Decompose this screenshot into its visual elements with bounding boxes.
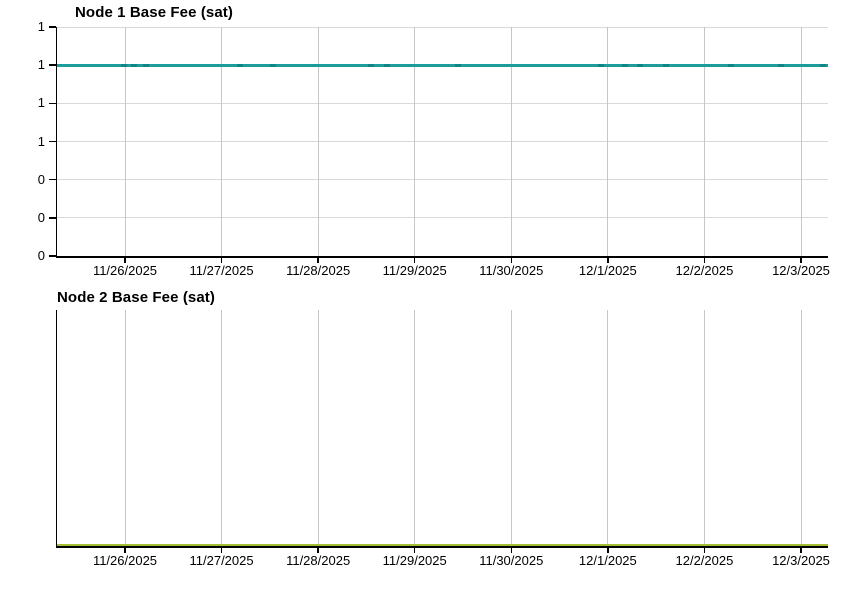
x-tick-label: 12/1/2025 xyxy=(578,553,637,568)
x-tick xyxy=(800,546,802,553)
x-tick-label: 11/27/2025 xyxy=(189,263,254,278)
data-point-mark xyxy=(143,63,149,67)
x-tick xyxy=(703,546,706,553)
x-tick xyxy=(220,256,223,263)
y-tick-label: 1 xyxy=(37,133,45,149)
v-gridline xyxy=(221,310,223,546)
x-tick-label: 11/28/2025 xyxy=(286,553,351,568)
data-point-mark xyxy=(663,63,669,67)
v-gridline xyxy=(510,27,512,256)
v-gridline xyxy=(800,310,802,546)
x-tick-label: 12/2/2025 xyxy=(675,263,734,278)
x-axis xyxy=(55,546,828,548)
y-tick xyxy=(48,217,56,219)
x-tick xyxy=(510,546,513,553)
y-tick-label: 1 xyxy=(37,19,45,34)
v-gridline xyxy=(414,27,416,256)
x-tick-label: 11/26/2025 xyxy=(92,263,158,278)
y-tick xyxy=(48,140,56,143)
x-tick-label: 12/3/2025 xyxy=(772,263,830,278)
y-tick xyxy=(48,102,56,105)
data-point-mark xyxy=(637,63,643,67)
data-point-mark xyxy=(622,63,628,67)
data-line xyxy=(57,543,828,546)
plot-area-node2: 11/26/2025 11/27/2025 11/28/2025 11/29/2025… xyxy=(55,309,830,568)
v-gridline xyxy=(607,310,609,546)
chart-title-node1: Node 1 Base Fee (sat) xyxy=(75,4,233,21)
v-gridline xyxy=(221,27,223,256)
x-tick-label: 11/30/2025 xyxy=(479,263,544,278)
x-tick xyxy=(413,546,416,553)
data-point-mark xyxy=(820,63,826,67)
h-gridline xyxy=(57,141,828,142)
x-axis xyxy=(55,256,828,258)
data-point-mark xyxy=(778,63,784,67)
y-tick-label: 0 xyxy=(37,248,45,263)
v-gridline xyxy=(124,310,126,546)
v-gridline xyxy=(317,310,319,546)
x-tick xyxy=(800,256,802,263)
v-gridline xyxy=(800,27,802,256)
h-gridline xyxy=(57,102,828,104)
y-tick-label: 1 xyxy=(37,95,45,111)
h-gridline xyxy=(57,26,828,28)
data-point-mark xyxy=(121,63,127,67)
x-tick xyxy=(607,546,609,553)
x-tick-label: 12/3/2025 xyxy=(772,553,830,568)
data-point-mark xyxy=(237,63,243,67)
x-tick-label: 11/29/2025 xyxy=(382,263,447,278)
data-point-mark xyxy=(455,63,461,67)
h-gridline xyxy=(57,217,828,219)
x-tick xyxy=(413,256,416,263)
x-tick-label: 12/2/2025 xyxy=(675,553,734,568)
v-gridline xyxy=(317,27,319,256)
x-tick-label: 11/28/2025 xyxy=(286,263,351,278)
y-axis xyxy=(55,26,57,258)
x-tick xyxy=(124,256,126,263)
y-tick-label: 0 xyxy=(37,171,45,187)
x-tick xyxy=(607,256,609,263)
data-point-mark xyxy=(131,63,137,67)
x-tick xyxy=(703,256,706,263)
v-gridline xyxy=(510,310,512,546)
y-tick xyxy=(48,64,56,66)
x-tick xyxy=(220,546,223,553)
h-gridline xyxy=(57,179,828,181)
x-tick xyxy=(317,256,319,263)
x-tick-label: 12/1/2025 xyxy=(578,263,637,278)
v-gridline xyxy=(607,27,609,256)
data-point-mark xyxy=(598,63,604,67)
y-tick-label: 0 xyxy=(37,209,45,225)
y-tick-label: 1 xyxy=(37,57,45,73)
data-point-mark xyxy=(728,63,734,67)
v-gridline xyxy=(124,27,126,256)
x-tick xyxy=(510,256,513,263)
v-gridline xyxy=(703,310,705,546)
data-point-mark xyxy=(368,63,374,67)
v-gridline xyxy=(703,27,705,256)
y-tick xyxy=(48,26,56,28)
x-tick xyxy=(317,546,319,553)
data-point-mark xyxy=(270,63,276,67)
x-tick-label: 11/26/2025 xyxy=(92,553,158,568)
data-point-mark xyxy=(384,63,390,67)
x-tick-label: 11/30/2025 xyxy=(479,553,544,568)
y-axis xyxy=(55,309,57,548)
x-tick xyxy=(124,546,126,553)
y-tick xyxy=(48,178,56,181)
x-tick-label: 11/27/2025 xyxy=(189,553,254,568)
data-line xyxy=(57,63,828,67)
x-tick-label: 11/29/2025 xyxy=(382,553,447,568)
chart-title-node2: Node 2 Base Fee (sat) xyxy=(57,289,215,306)
plot-area-node1: 11/26/2025 11/27/2025 11/28/2025 11/29/2025… xyxy=(38,20,830,278)
v-gridline xyxy=(414,310,416,546)
y-tick xyxy=(48,255,56,257)
